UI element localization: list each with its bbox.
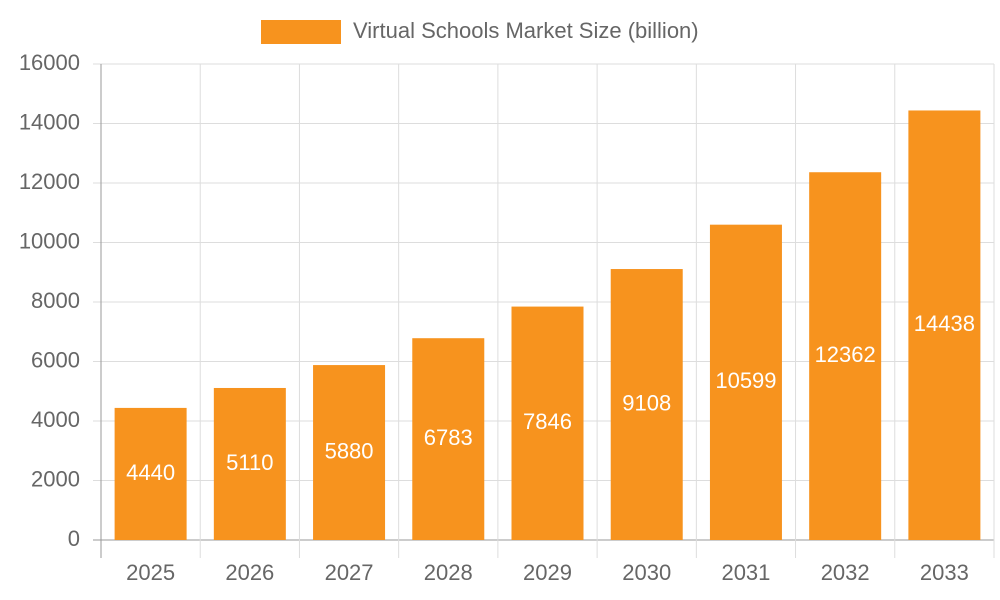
x-tick-label: 2029 (523, 560, 572, 585)
data-label: 12362 (815, 342, 876, 367)
y-tick-label: 8000 (31, 288, 80, 313)
bar (809, 172, 882, 540)
y-tick-label: 10000 (19, 228, 80, 253)
data-label: 5110 (226, 450, 273, 475)
y-tick-label: 4000 (31, 407, 80, 432)
bar (412, 338, 485, 540)
y-tick-label: 6000 (31, 347, 80, 372)
x-tick-label: 2028 (424, 560, 473, 585)
y-tick-label: 16000 (19, 50, 80, 75)
bar (313, 365, 386, 540)
data-label: 6783 (424, 425, 473, 450)
data-label: 9108 (622, 390, 671, 415)
data-label: 10599 (715, 368, 776, 393)
y-tick-label: 14000 (19, 109, 80, 134)
x-tick-label: 2026 (225, 560, 274, 585)
bar (908, 110, 981, 541)
y-tick-label: 12000 (19, 169, 80, 194)
bar (114, 407, 187, 540)
data-label: 5880 (325, 438, 374, 463)
x-tick-label: 2031 (721, 560, 770, 585)
x-tick-label: 2027 (325, 560, 374, 585)
bar (213, 387, 286, 540)
x-tick-label: 2033 (920, 560, 969, 585)
legend-label[interactable]: Virtual Schools Market Size (billion) (353, 18, 699, 43)
data-label: 14438 (914, 311, 975, 336)
bar (709, 224, 782, 540)
bar (610, 269, 683, 540)
y-tick-label: 0 (68, 526, 80, 551)
x-tick-label: 2025 (126, 560, 175, 585)
x-tick-label: 2030 (622, 560, 671, 585)
legend-swatch[interactable] (261, 20, 341, 44)
bar (511, 306, 584, 540)
y-tick-label: 2000 (31, 466, 80, 491)
data-label: 7846 (523, 409, 572, 434)
data-label: 4440 (126, 460, 175, 485)
x-tick-label: 2032 (821, 560, 870, 585)
